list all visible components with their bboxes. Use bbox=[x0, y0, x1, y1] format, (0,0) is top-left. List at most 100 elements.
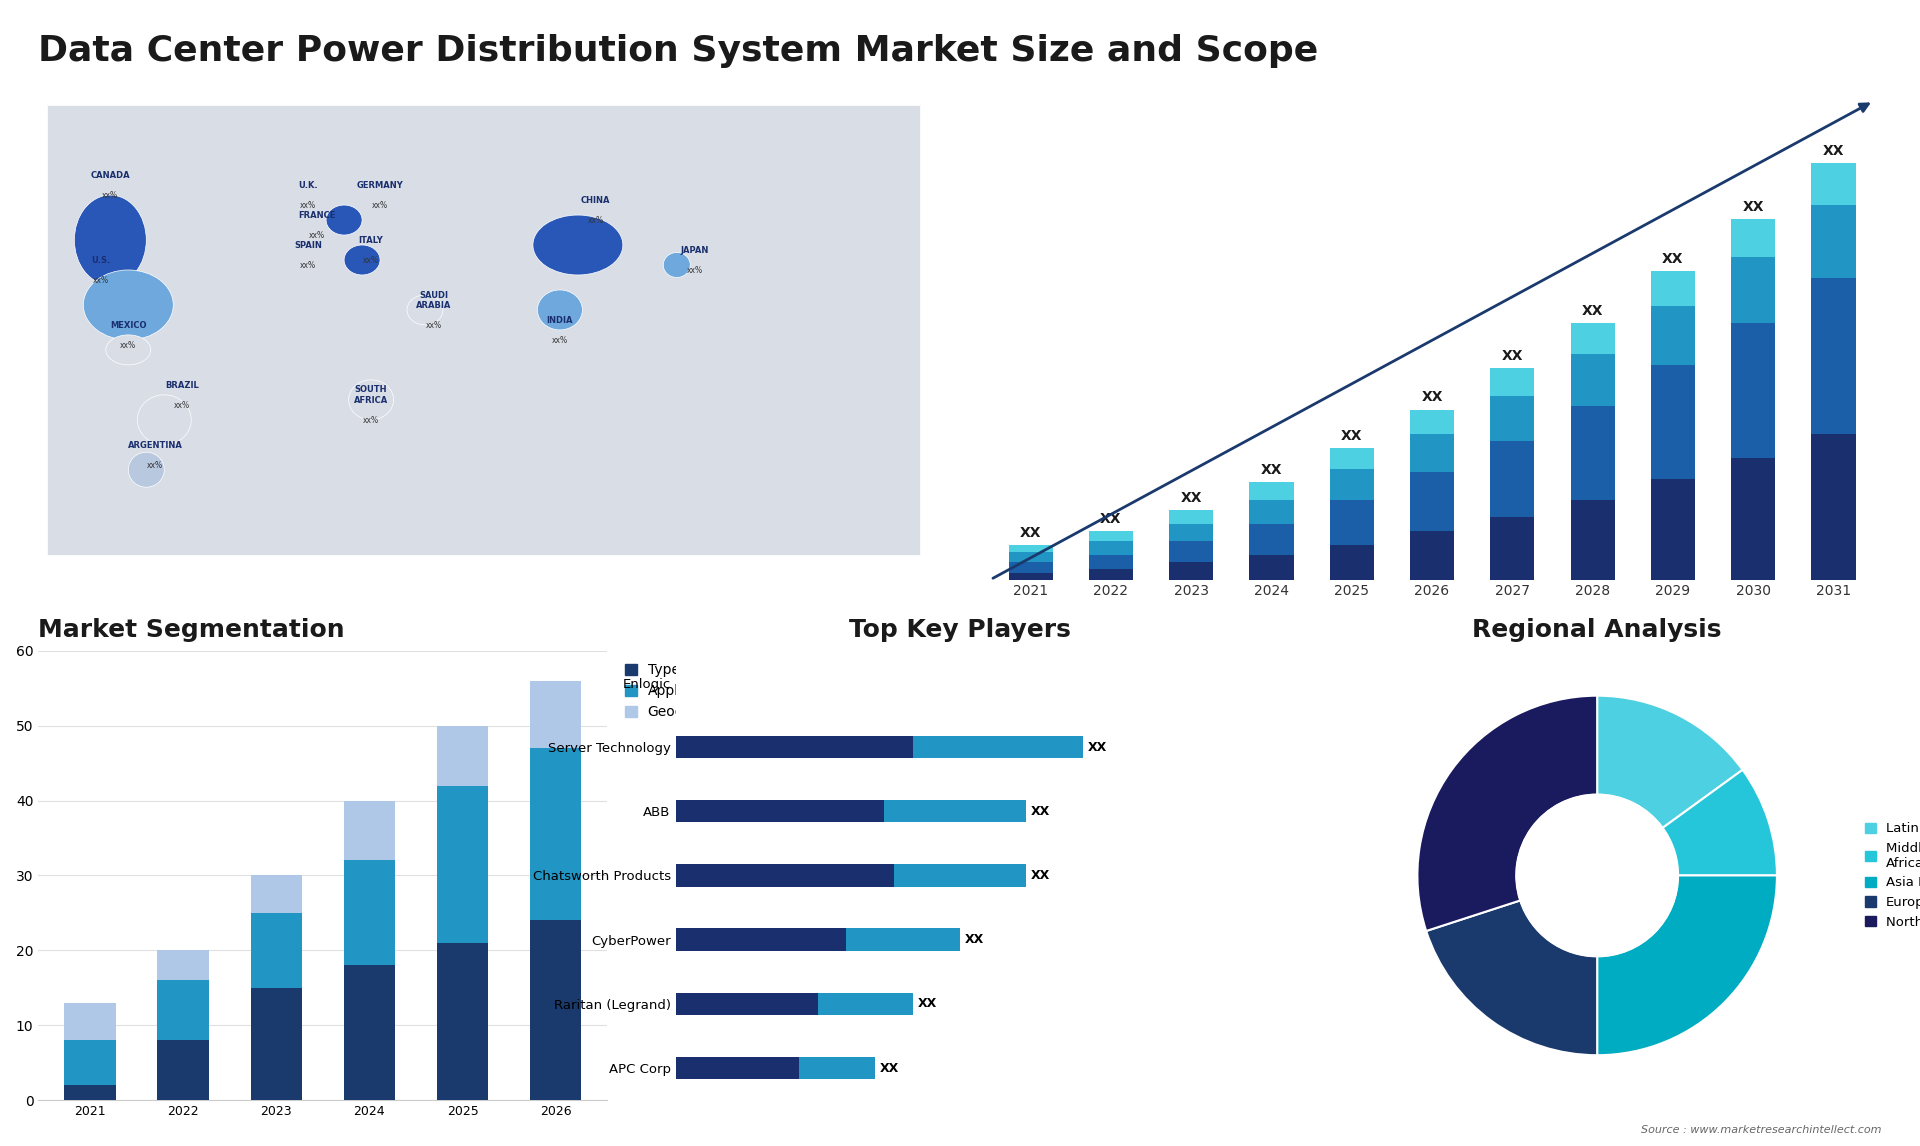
Bar bbox=[1008, 563, 1052, 573]
Text: XX: XX bbox=[1100, 512, 1121, 526]
Bar bbox=[1490, 395, 1534, 441]
Bar bbox=[1089, 541, 1133, 556]
Text: XX: XX bbox=[1340, 429, 1363, 442]
Text: xx%: xx% bbox=[363, 416, 378, 425]
Bar bbox=[676, 928, 847, 951]
Bar bbox=[1651, 270, 1695, 306]
Text: XX: XX bbox=[1031, 804, 1050, 818]
Text: xx%: xx% bbox=[687, 266, 703, 275]
Bar bbox=[530, 920, 582, 1100]
Text: XX: XX bbox=[1089, 740, 1108, 754]
Bar bbox=[530, 748, 582, 920]
Text: CANADA: CANADA bbox=[90, 171, 131, 180]
Bar bbox=[1169, 524, 1213, 541]
Text: xx%: xx% bbox=[551, 336, 568, 345]
Bar bbox=[1811, 205, 1855, 277]
Bar bbox=[1250, 500, 1294, 524]
Bar bbox=[1732, 257, 1776, 323]
Bar bbox=[1169, 541, 1213, 563]
Wedge shape bbox=[1597, 876, 1776, 1055]
Ellipse shape bbox=[106, 335, 152, 364]
Text: MARKET
RESEARCH
INTELLECT: MARKET RESEARCH INTELLECT bbox=[1795, 56, 1855, 93]
Bar bbox=[1409, 531, 1453, 580]
Text: INDIA: INDIA bbox=[547, 316, 574, 325]
Bar bbox=[676, 800, 883, 823]
Bar bbox=[1490, 441, 1534, 517]
Text: xx%: xx% bbox=[309, 231, 324, 240]
Bar bbox=[1008, 573, 1052, 580]
Text: Market Segmentation: Market Segmentation bbox=[38, 618, 346, 642]
Bar bbox=[252, 988, 301, 1100]
Bar bbox=[676, 992, 818, 1015]
Text: JAPAN: JAPAN bbox=[680, 246, 708, 256]
Bar bbox=[1169, 510, 1213, 524]
Text: SPAIN: SPAIN bbox=[294, 241, 323, 250]
Bar bbox=[1331, 500, 1375, 544]
Wedge shape bbox=[1597, 696, 1743, 827]
Bar bbox=[157, 980, 209, 1041]
Bar bbox=[1811, 277, 1855, 434]
Text: xx%: xx% bbox=[175, 401, 190, 410]
Bar bbox=[1571, 354, 1615, 406]
Wedge shape bbox=[1417, 696, 1597, 931]
Bar bbox=[676, 864, 893, 887]
Bar bbox=[1651, 306, 1695, 364]
Text: XX: XX bbox=[1663, 252, 1684, 266]
Bar bbox=[1571, 500, 1615, 580]
Ellipse shape bbox=[326, 205, 363, 235]
Bar bbox=[1089, 531, 1133, 541]
Text: FRANCE: FRANCE bbox=[298, 211, 336, 220]
Text: U.S.: U.S. bbox=[92, 256, 111, 265]
Ellipse shape bbox=[349, 379, 394, 419]
Ellipse shape bbox=[138, 395, 192, 445]
Bar bbox=[438, 943, 488, 1100]
Polygon shape bbox=[1626, 40, 1788, 115]
Bar bbox=[252, 913, 301, 988]
Bar bbox=[1331, 448, 1375, 469]
Bar bbox=[818, 992, 912, 1015]
Bar bbox=[1331, 544, 1375, 580]
Text: xx%: xx% bbox=[94, 276, 109, 285]
Bar bbox=[63, 1041, 115, 1085]
Text: xx%: xx% bbox=[102, 191, 119, 201]
Text: ITALY: ITALY bbox=[359, 236, 384, 245]
Text: xx%: xx% bbox=[588, 217, 605, 225]
Bar bbox=[157, 950, 209, 980]
Bar bbox=[1732, 458, 1776, 580]
Bar bbox=[1008, 544, 1052, 552]
Text: SOUTH
AFRICA: SOUTH AFRICA bbox=[353, 385, 388, 405]
Bar bbox=[1331, 469, 1375, 500]
Bar bbox=[676, 736, 912, 759]
Bar bbox=[438, 725, 488, 785]
Bar bbox=[883, 800, 1027, 823]
Circle shape bbox=[1517, 794, 1678, 957]
Text: XX: XX bbox=[1261, 463, 1283, 477]
Legend: Latin America, Middle East &
Africa, Asia Pacific, Europe, North America: Latin America, Middle East & Africa, Asi… bbox=[1860, 817, 1920, 934]
Bar bbox=[63, 1085, 115, 1100]
Text: GERMANY: GERMANY bbox=[357, 181, 403, 190]
Bar bbox=[1250, 524, 1294, 556]
Text: xx%: xx% bbox=[300, 201, 317, 210]
Ellipse shape bbox=[344, 245, 380, 275]
Text: XX: XX bbox=[1501, 348, 1523, 363]
Bar bbox=[1571, 323, 1615, 354]
Bar bbox=[1008, 552, 1052, 563]
Text: XX: XX bbox=[1031, 869, 1050, 882]
Text: XX: XX bbox=[1020, 526, 1041, 540]
Bar bbox=[799, 1057, 876, 1080]
Text: U.K.: U.K. bbox=[298, 181, 319, 190]
Bar bbox=[1651, 364, 1695, 479]
Ellipse shape bbox=[534, 215, 622, 275]
Bar bbox=[1250, 556, 1294, 580]
Bar bbox=[1490, 368, 1534, 395]
Bar bbox=[1250, 482, 1294, 500]
Text: Source : www.marketresearchintellect.com: Source : www.marketresearchintellect.com bbox=[1642, 1124, 1882, 1135]
Bar bbox=[1651, 479, 1695, 580]
Bar bbox=[1732, 323, 1776, 458]
Wedge shape bbox=[1663, 770, 1776, 876]
Text: ARGENTINA: ARGENTINA bbox=[129, 441, 182, 449]
Bar bbox=[157, 1041, 209, 1100]
Text: xx%: xx% bbox=[363, 256, 378, 265]
Text: xx%: xx% bbox=[121, 340, 136, 350]
Bar bbox=[912, 736, 1083, 759]
